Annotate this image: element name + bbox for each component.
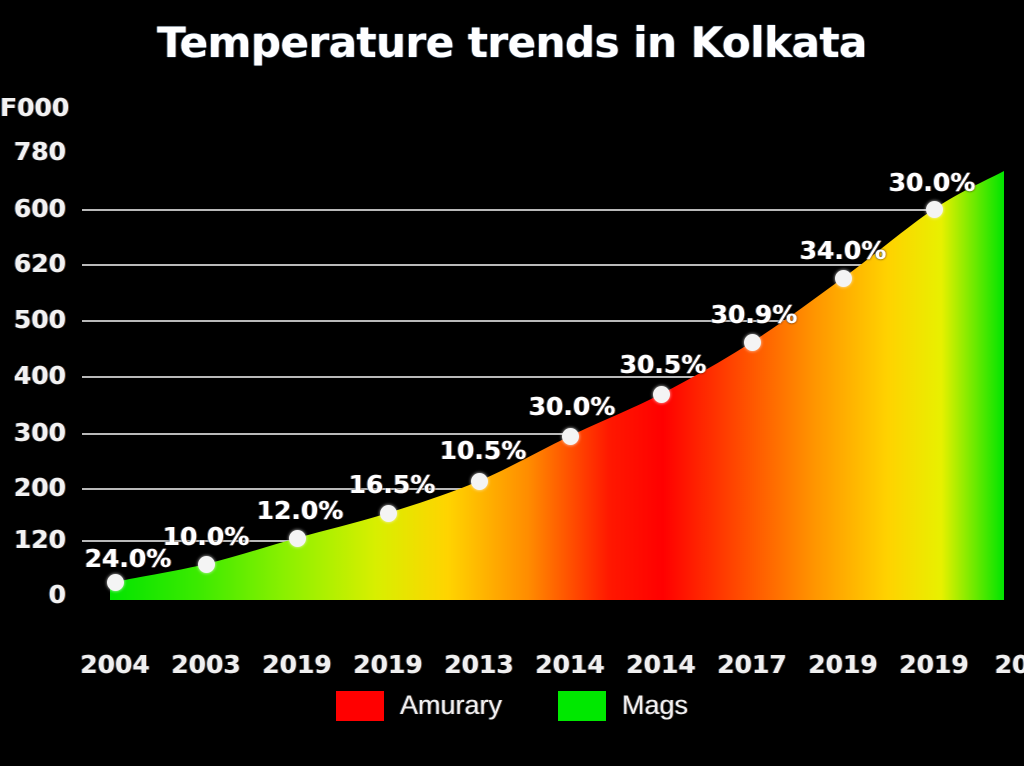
data-point-label: 30.5% bbox=[619, 350, 707, 379]
y-axis-tick-label: 120 bbox=[13, 525, 66, 554]
data-point-marker[interactable] bbox=[379, 504, 397, 522]
x-axis-tick-label: 2019 bbox=[899, 650, 969, 679]
y-axis-tick-label: 600 bbox=[13, 194, 66, 223]
x-axis-tick-label: 2004 bbox=[80, 650, 150, 679]
y-axis-tick-label: 0 bbox=[48, 580, 66, 609]
data-point-label: 12.0% bbox=[256, 496, 344, 525]
gridline bbox=[82, 320, 1004, 322]
y-axis-tick-label: 620 bbox=[13, 249, 66, 278]
legend-item[interactable]: Mags bbox=[557, 690, 689, 721]
data-point-label: 16.5% bbox=[348, 470, 436, 499]
x-axis-tick-label: 2019 bbox=[262, 650, 332, 679]
chart-title: Temperature trends in Kolkata bbox=[157, 18, 867, 67]
data-point-label: 10.5% bbox=[439, 436, 527, 465]
data-point-marker[interactable] bbox=[106, 573, 124, 591]
y-axis-tick-label: 300 bbox=[13, 418, 66, 447]
x-axis-tick-label: 2017 bbox=[717, 650, 787, 679]
data-point-label: 24.0% bbox=[84, 544, 172, 573]
data-point-marker[interactable] bbox=[288, 529, 306, 547]
data-point-label: 34.0% bbox=[799, 236, 887, 265]
legend-swatch-icon bbox=[335, 690, 384, 721]
legend: Amurary Mags bbox=[0, 690, 1024, 721]
x-axis-tick-label: 2019 bbox=[353, 650, 423, 679]
data-point-label: 10.0% bbox=[162, 522, 250, 551]
data-point-marker[interactable] bbox=[743, 333, 761, 351]
y-axis-tick-label: 200 bbox=[13, 473, 66, 502]
x-axis-tick-label: 2014 bbox=[626, 650, 696, 679]
legend-item[interactable]: Amurary bbox=[335, 690, 502, 721]
plot-area: 24.0% 10.0% 12.0% 16.5% 10.5% 30.0% 30.5% 30.9%… bbox=[85, 168, 1004, 600]
area-series-fill bbox=[110, 171, 1004, 600]
gridline bbox=[82, 376, 1004, 378]
gridline bbox=[82, 264, 1004, 266]
data-point-label: 30.9% bbox=[710, 300, 798, 329]
data-point-marker[interactable] bbox=[925, 200, 943, 218]
legend-label: Amurary bbox=[399, 690, 502, 720]
x-axis-tick-label: 2013 bbox=[444, 650, 514, 679]
data-point-marker[interactable] bbox=[561, 427, 579, 445]
gridline bbox=[82, 433, 1004, 435]
y-axis-tick-label: F000 bbox=[0, 93, 70, 122]
data-point-label: 30.0% bbox=[888, 168, 976, 197]
data-point-label: 30.0% bbox=[528, 392, 616, 421]
y-axis-tick-label: 400 bbox=[13, 361, 66, 390]
legend-swatch-icon bbox=[557, 690, 606, 721]
x-axis-tick-label: 2014 bbox=[535, 650, 605, 679]
data-point-marker[interactable] bbox=[834, 269, 852, 287]
legend-label: Mags bbox=[621, 690, 689, 720]
gridline bbox=[82, 209, 1004, 211]
x-axis-tick-label: 2003 bbox=[171, 650, 241, 679]
data-point-marker[interactable] bbox=[197, 555, 215, 573]
data-point-marker[interactable] bbox=[652, 385, 670, 403]
y-axis-tick-label: 780 bbox=[13, 137, 66, 166]
data-point-marker[interactable] bbox=[470, 472, 488, 490]
y-axis-tick-label: 500 bbox=[13, 305, 66, 334]
x-axis-tick-label: 2019 bbox=[808, 650, 878, 679]
x-axis-tick-label: 20 bbox=[994, 650, 1024, 679]
